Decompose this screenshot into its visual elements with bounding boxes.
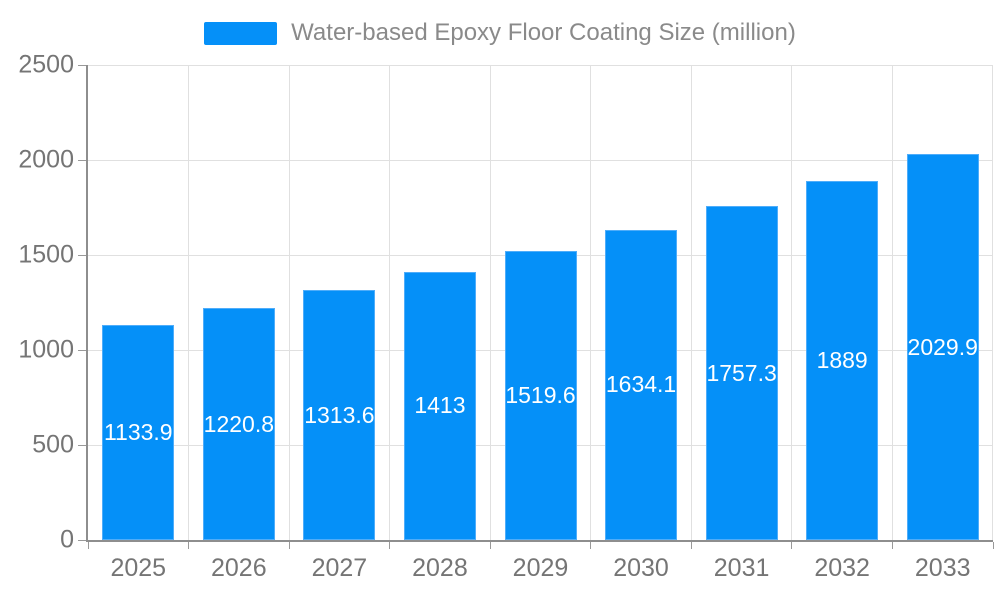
- y-axis-tick-mark: [78, 254, 86, 256]
- gridline-vertical: [389, 65, 391, 540]
- y-axis-tick-mark: [78, 64, 86, 66]
- bar-value-label: 1133.9: [103, 418, 173, 445]
- bar-value-label: 1757.3: [706, 359, 777, 386]
- bar-value-label: 2029.9: [907, 333, 978, 360]
- x-axis-tick-mark: [690, 542, 692, 549]
- gridline-horizontal: [88, 64, 993, 66]
- x-axis-tick-mark: [489, 542, 491, 549]
- bar-2027[interactable]: 1313.6: [303, 290, 376, 540]
- legend-item[interactable]: Water-based Epoxy Floor Coating Size (mi…: [0, 19, 1000, 47]
- gridline-vertical: [991, 65, 993, 540]
- bar-2025[interactable]: 1133.9: [102, 324, 175, 540]
- x-axis-category-label: 2029: [512, 554, 569, 582]
- plot-area: 0 500 1000 1500 2000 2500 1133.9 2025 1220.8 2026…: [18, 51, 994, 582]
- y-axis-tick-label: 1000: [18, 335, 74, 364]
- gridline-vertical: [690, 65, 692, 540]
- y-axis-tick-mark: [78, 444, 86, 446]
- x-axis-category-label: 2025: [110, 554, 167, 582]
- x-axis-category-label: 2032: [814, 554, 870, 582]
- bar-2030[interactable]: 1634.1: [605, 229, 678, 540]
- x-axis-tick-mark: [992, 542, 994, 549]
- legend-swatch: [204, 21, 278, 45]
- x-axis-tick-mark: [791, 542, 793, 549]
- gridline-horizontal: [88, 159, 993, 161]
- bar-value-label: 1220.8: [203, 410, 275, 437]
- gridline-vertical: [891, 65, 893, 540]
- x-axis-tick-mark: [389, 542, 391, 549]
- y-axis-tick-label: 2000: [18, 145, 74, 174]
- bar-value-label: 1519.6: [505, 382, 576, 409]
- bar-value-label: 1313.6: [304, 401, 375, 428]
- x-axis-category-label: 2031: [713, 554, 770, 582]
- bar-2033[interactable]: 2029.9: [906, 154, 979, 540]
- y-axis-tick-mark: [78, 349, 86, 351]
- gridline-vertical: [489, 65, 491, 540]
- x-axis-category-label: 2030: [613, 554, 669, 582]
- bar-value-label: 1413: [414, 392, 466, 419]
- bar-2028[interactable]: 1413: [403, 271, 476, 540]
- bar-value-label: 1889: [816, 347, 868, 374]
- y-axis-tick-mark: [78, 159, 86, 161]
- bar-value-label: 1634.1: [605, 371, 677, 398]
- y-axis-tick-mark: [78, 539, 86, 541]
- bar-2029[interactable]: 1519.6: [504, 251, 577, 540]
- y-axis-tick-label: 500: [32, 430, 74, 459]
- x-axis-tick-mark: [590, 542, 592, 549]
- y-axis-tick-label: 0: [60, 525, 74, 554]
- gridline-vertical: [791, 65, 793, 540]
- bar-2031[interactable]: 1757.3: [705, 206, 778, 540]
- legend-label: Water-based Epoxy Floor Coating Size (mi…: [291, 19, 796, 46]
- x-axis-tick-mark: [87, 542, 89, 549]
- bar-2032[interactable]: 1889: [806, 181, 879, 540]
- x-axis-category-label: 2026: [211, 554, 267, 582]
- bar-2026[interactable]: 1220.8: [202, 308, 275, 540]
- x-axis-category-label: 2033: [914, 554, 971, 582]
- x-axis-category-label: 2028: [412, 554, 468, 582]
- y-axis-tick-label: 1500: [18, 240, 74, 269]
- x-axis-category-label: 2027: [311, 554, 368, 582]
- x-axis-tick-mark: [188, 542, 190, 549]
- x-axis-tick-mark: [288, 542, 290, 549]
- gridline-vertical: [188, 65, 190, 540]
- x-axis-tick-mark: [891, 542, 893, 549]
- y-axis-tick-label: 2500: [18, 50, 74, 79]
- gridline-vertical: [288, 65, 290, 540]
- gridline-vertical: [590, 65, 592, 540]
